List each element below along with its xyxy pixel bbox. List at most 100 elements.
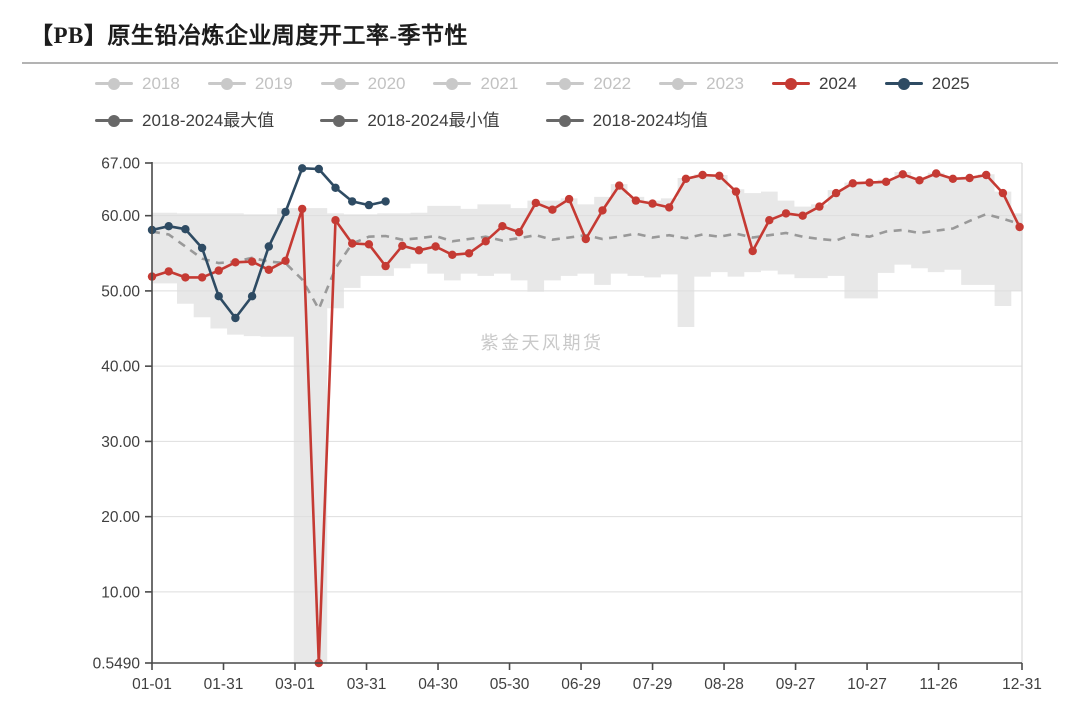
series-2024-point: [247, 257, 257, 266]
y-tick-label: 20.00: [101, 509, 140, 526]
legend-label: 2018-2024最小值: [367, 111, 500, 130]
legend-item-2020[interactable]: 2020: [320, 74, 406, 93]
series-2024-point: [231, 258, 240, 267]
series-2024-point: [998, 188, 1008, 198]
legend-label: 2024: [818, 74, 857, 93]
series-2025-point: [264, 242, 273, 251]
series-2024-point: [548, 205, 557, 214]
series-2025-point: [381, 197, 390, 206]
legend-dot-icon: [220, 77, 233, 90]
x-tick-label: 10-27: [847, 676, 887, 693]
x-tick-label: 07-29: [633, 676, 673, 693]
legend-item-2018-2024-[interactable]: 2018-2024均值: [545, 111, 708, 130]
legend-row-aggregates: 2018-2024最大值 2018-2024最小值 2018-2024均值: [95, 112, 708, 129]
series-2024-point: [965, 173, 974, 183]
legend-line-dot-marker: [546, 77, 585, 90]
legend-line-dot-marker: [320, 77, 359, 90]
series-2024-point: [631, 196, 641, 205]
series-2024-point: [665, 203, 674, 212]
series-2024-point: [932, 169, 941, 178]
legend-label: 2019: [254, 74, 293, 93]
y-tick-label: 10.00: [101, 584, 140, 601]
series-2025-point: [231, 313, 240, 323]
legend-label: 2020: [367, 74, 406, 93]
y-tick-label: 40.00: [101, 359, 140, 376]
legend-label: 2018-2024最大值: [142, 111, 275, 130]
series-2024-point: [898, 170, 907, 179]
legend-item-2023[interactable]: 2023: [659, 75, 744, 92]
legend-line-dot-marker: [207, 77, 246, 90]
legend-dot-icon: [108, 77, 120, 90]
series-2024-point: [982, 170, 991, 180]
y-tick-label: 67.00: [101, 156, 140, 173]
series-2024-point: [398, 241, 407, 250]
series-2024-point: [581, 234, 590, 244]
x-tick-label: 05-30: [490, 676, 530, 693]
legend-line-dot-marker: [320, 114, 359, 127]
x-tick-label: 03-31: [347, 676, 387, 693]
legend-item-2022[interactable]: 2022: [546, 75, 631, 92]
series-2024-point: [214, 266, 223, 275]
series-2025-point: [298, 164, 307, 173]
legend-item-2018[interactable]: 2018: [95, 75, 180, 92]
legend-label: 2022: [593, 74, 632, 93]
series-2024-point: [197, 273, 207, 282]
series-2024-point: [781, 209, 791, 218]
series-2024-point: [598, 206, 607, 215]
legend-line-dot-marker: [95, 114, 133, 127]
series-2025-point: [364, 200, 374, 210]
series-2024-point: [798, 211, 807, 220]
series-2025-point: [247, 292, 257, 301]
legend-item-2025[interactable]: 2025: [884, 74, 970, 93]
legend-dot-icon: [446, 77, 459, 90]
page-title: 【PB】原生铅冶炼企业周度开工率-季节性: [30, 23, 469, 48]
legend-line-dot-marker: [884, 77, 923, 90]
series-2024-point: [164, 267, 173, 276]
watermark-text: 紫金天风期货: [481, 333, 604, 353]
x-tick-label: 09-27: [776, 676, 816, 693]
y-tick-label: 0.5490: [93, 656, 141, 673]
legend-dot-icon: [108, 114, 120, 127]
series-2024-point: [414, 246, 424, 255]
series-2025-point: [348, 197, 357, 206]
legend-dot-icon: [784, 77, 797, 90]
y-tick-label: 50.00: [101, 283, 140, 300]
legend-dot-icon: [897, 77, 910, 90]
series-2024-point: [681, 174, 691, 183]
series-2025-point: [281, 207, 290, 217]
legend-item-2018-2024-[interactable]: 2018-2024最大值: [95, 112, 274, 129]
legend-label: 2018: [142, 74, 180, 93]
series-2025-point: [331, 183, 340, 192]
legend-item-2019[interactable]: 2019: [207, 74, 293, 93]
x-tick-label: 08-28: [704, 676, 744, 693]
x-tick-label: 04-30: [418, 676, 458, 693]
series-2024-point: [364, 240, 374, 249]
legend-line-dot-marker: [659, 77, 698, 90]
legend-label: 2025: [931, 74, 970, 93]
series-2024-point: [648, 199, 657, 208]
series-2024-point: [865, 178, 874, 187]
legend-item-2018-2024-[interactable]: 2018-2024最小值: [320, 111, 500, 130]
series-2024-point: [881, 177, 891, 186]
legend-dot-icon: [333, 114, 346, 127]
legend-dot-icon: [672, 77, 685, 90]
title-divider: [22, 62, 1058, 64]
series-2025-point: [214, 292, 223, 301]
series-2024-point: [381, 261, 390, 271]
series-2024-point: [464, 249, 474, 258]
x-tick-label: 01-31: [204, 676, 244, 693]
legend-line-dot-marker: [545, 114, 584, 127]
x-tick-label: 11-26: [919, 676, 958, 693]
legend-dot-icon: [559, 77, 572, 90]
x-tick-label: 03-01: [275, 676, 315, 693]
legend-item-2021[interactable]: 2021: [433, 75, 518, 92]
legend-label: 2018-2024均值: [592, 111, 708, 130]
series-2024-point: [698, 170, 707, 180]
legend-item-2024[interactable]: 2024: [771, 74, 857, 93]
legend-line-dot-marker: [95, 77, 133, 90]
series-2024-point: [531, 198, 540, 208]
series-2024-point: [915, 176, 924, 185]
series-2024-point: [765, 216, 774, 225]
